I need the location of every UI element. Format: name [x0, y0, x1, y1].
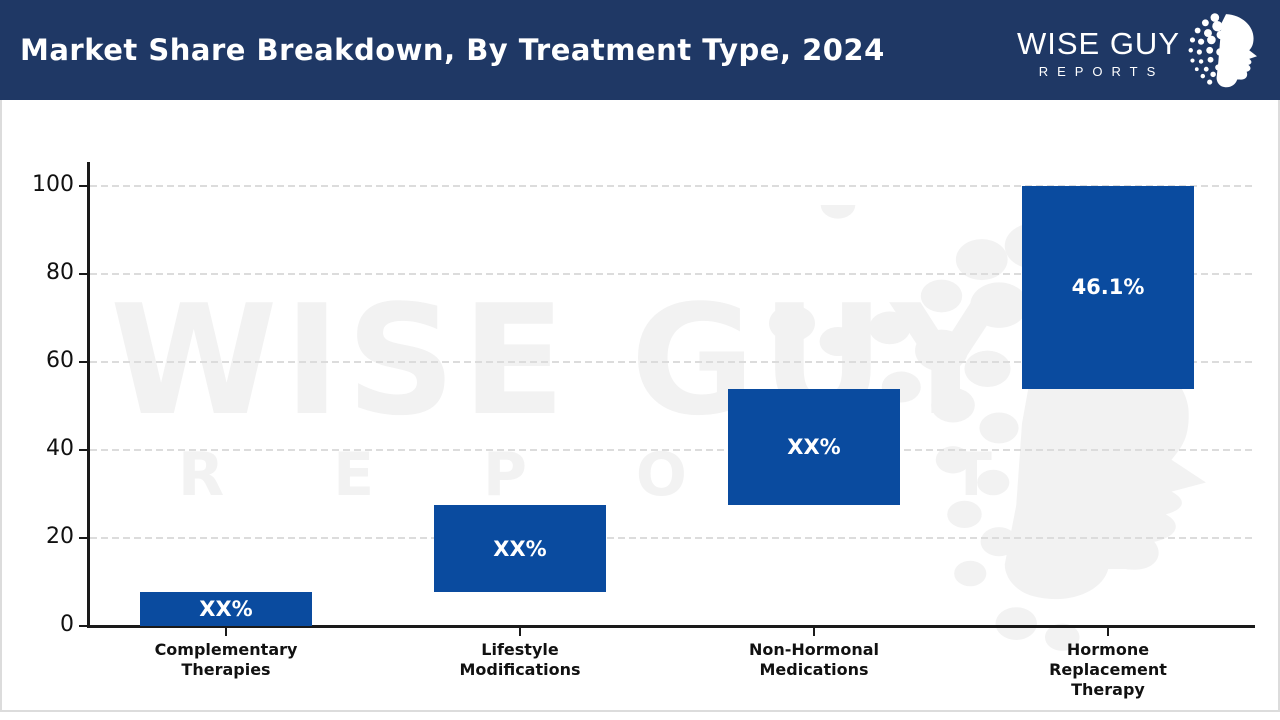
y-tick-mark: [79, 449, 88, 451]
brand-logo-text: WISE GUY REPORTS: [1017, 26, 1180, 79]
y-gridline: [90, 361, 1254, 363]
y-gridline: [90, 537, 1254, 539]
y-tick-mark: [79, 537, 88, 539]
y-tick-label: 0: [60, 612, 74, 637]
wise-guy-face-icon: [1188, 13, 1257, 88]
bar-value-label: 46.1%: [1071, 275, 1145, 300]
category-label: Hormone Replacement Therapy: [1049, 640, 1167, 699]
bar: 46.1%: [1022, 186, 1194, 389]
y-gridline: [90, 273, 1254, 275]
bar-value-label: XX%: [493, 536, 547, 561]
x-tick-mark: [1107, 628, 1109, 636]
category-label: Non-Hormonal Medications: [748, 640, 880, 679]
x-axis-line: [87, 625, 1255, 628]
bar: XX%: [728, 388, 900, 505]
y-gridline: [90, 185, 1254, 187]
brand-name: WISE GUY: [1016, 25, 1180, 61]
y-tick-label: 60: [46, 348, 74, 373]
y-tick-label: 20: [46, 524, 74, 549]
bar-value-label: XX%: [199, 597, 253, 622]
bar: XX%: [434, 505, 606, 593]
y-gridline: [90, 449, 1254, 451]
category-label: Complementary Therapies: [154, 640, 298, 679]
bar: XX%: [140, 592, 312, 626]
category-label: Lifestyle Modifications: [459, 640, 581, 679]
brand-logo: WISE GUY REPORTS: [1017, 8, 1266, 96]
x-tick-mark: [225, 628, 227, 636]
y-tick-label: 80: [46, 260, 74, 285]
x-tick-mark: [519, 628, 521, 636]
x-tick-mark: [813, 628, 815, 636]
y-tick-mark: [79, 273, 88, 275]
y-tick-mark: [79, 185, 88, 187]
y-tick-label: 100: [32, 172, 74, 197]
page-title: Market Share Breakdown, By Treatment Typ…: [20, 33, 885, 67]
y-tick-label: 40: [46, 436, 74, 461]
y-axis-line: [87, 162, 90, 628]
y-tick-mark: [79, 625, 88, 627]
y-tick-mark: [79, 361, 88, 363]
header: Market Share Breakdown, By Treatment Typ…: [0, 0, 1280, 100]
bar-value-label: XX%: [787, 434, 841, 459]
brand-subname: REPORTS: [1038, 63, 1165, 79]
